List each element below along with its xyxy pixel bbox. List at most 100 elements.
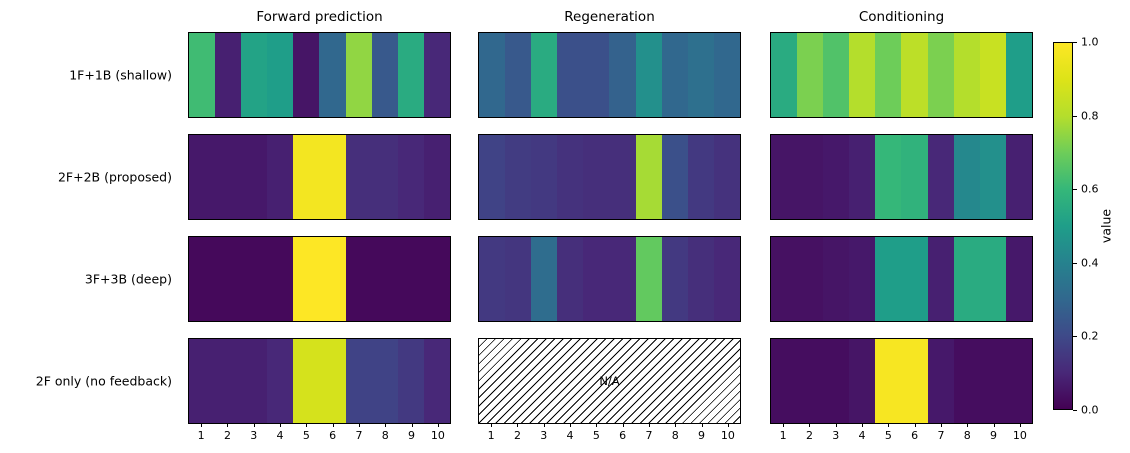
heatmap-cell xyxy=(713,135,740,219)
x-tick-mark xyxy=(517,424,519,427)
heatmap-cell xyxy=(293,237,320,321)
x-tick-mark xyxy=(701,424,703,427)
heatmap-cell xyxy=(661,237,688,321)
heatmap-cell xyxy=(397,339,424,423)
colorbar-tick-label: 0.4 xyxy=(1081,256,1099,270)
x-tick-label: 5 xyxy=(592,429,600,442)
x-tick-label: 8 xyxy=(963,429,971,442)
heatmap-cell xyxy=(875,135,902,219)
x-tick-mark xyxy=(570,424,572,427)
x-tick-label: 8 xyxy=(671,429,679,442)
heatmap-cell xyxy=(901,135,928,219)
x-tick-mark xyxy=(358,424,360,427)
heatmap-cell xyxy=(875,237,902,321)
x-tick-label: 3 xyxy=(250,429,258,442)
heatmap-cell xyxy=(479,237,506,321)
heatmap-cell xyxy=(241,237,268,321)
heatmap-cell xyxy=(797,237,824,321)
heatmap-cell xyxy=(849,135,876,219)
x-tick-label: 3 xyxy=(832,429,840,442)
heatmap-panel-regeneration-3f-3b-deep xyxy=(478,236,741,322)
x-tick-mark xyxy=(835,424,837,427)
heatmap-cell xyxy=(319,237,346,321)
heatmap-cell xyxy=(953,135,980,219)
x-tick-label: 6 xyxy=(329,429,337,442)
heatmap-cell xyxy=(635,135,662,219)
na-label: N/A xyxy=(599,374,620,388)
row-label-2f-2b-proposed: 2F+2B (proposed) xyxy=(57,169,172,185)
heatmap-cell xyxy=(215,135,242,219)
heatmap-cell xyxy=(423,135,450,219)
heatmap-cell xyxy=(635,33,662,117)
heatmap-cell xyxy=(267,135,294,219)
heatmap-cell xyxy=(823,33,850,117)
heatmap-panel-conditioning-2f-only-no-feedback xyxy=(770,338,1033,424)
heatmap-cell xyxy=(371,237,398,321)
heatmap-cell xyxy=(215,237,242,321)
heatmap-panel-conditioning-3f-3b-deep xyxy=(770,236,1033,322)
heatmap-cell xyxy=(319,33,346,117)
x-tick-label: 4 xyxy=(566,429,574,442)
x-tick-mark xyxy=(783,424,785,427)
x-tick-mark xyxy=(227,424,229,427)
heatmap-cell xyxy=(423,339,450,423)
heatmap-cell xyxy=(371,135,398,219)
heatmap-cell xyxy=(609,135,636,219)
x-tick-mark xyxy=(940,424,942,427)
heatmap-cell xyxy=(771,237,798,321)
heatmap-cell xyxy=(479,33,506,117)
heatmap-cell xyxy=(875,339,902,423)
x-tick-mark xyxy=(437,424,439,427)
heatmap-cell xyxy=(241,339,268,423)
x-tick-mark xyxy=(675,424,677,427)
heatmap-cell xyxy=(1005,339,1032,423)
heatmap-cell xyxy=(293,33,320,117)
heatmap-cell xyxy=(797,33,824,117)
colorbar-tick-label: 0.2 xyxy=(1081,329,1099,343)
heatmap-cell xyxy=(505,237,532,321)
heatmap-cell xyxy=(583,237,610,321)
column-title-regeneration: Regeneration xyxy=(564,9,655,25)
heatmap-cell xyxy=(609,33,636,117)
row-label-1f-1b-shallow: 1F+1B (shallow) xyxy=(69,67,172,83)
heatmap-cell xyxy=(849,339,876,423)
heatmap-cell xyxy=(241,135,268,219)
x-tick-mark xyxy=(385,424,387,427)
heatmap-cell xyxy=(927,237,954,321)
heatmap-panel-conditioning-2f-2b-proposed xyxy=(770,134,1033,220)
heatmap-cell xyxy=(1005,135,1032,219)
x-tick-label: 7 xyxy=(645,429,653,442)
x-tick-mark xyxy=(727,424,729,427)
x-tick-label: 8 xyxy=(381,429,389,442)
heatmap-cell xyxy=(583,135,610,219)
heatmap-cell xyxy=(901,33,928,117)
x-tick-mark xyxy=(809,424,811,427)
heatmap-panel-forward-prediction-3f-3b-deep xyxy=(188,236,451,322)
x-tick-label: 3 xyxy=(540,429,548,442)
heatmap-cell xyxy=(479,135,506,219)
heatmap-cell xyxy=(797,135,824,219)
x-tick-mark xyxy=(888,424,890,427)
colorbar-tick-mark xyxy=(1073,42,1077,43)
x-tick-label: 6 xyxy=(911,429,919,442)
x-tick-label: 4 xyxy=(276,429,284,442)
x-tick-label: 5 xyxy=(302,429,310,442)
heatmap-cell xyxy=(371,33,398,117)
heatmap-cell xyxy=(849,237,876,321)
x-tick-label: 5 xyxy=(884,429,892,442)
heatmap-cell xyxy=(293,339,320,423)
row-label-2f-only-no-feedback: 2F only (no feedback) xyxy=(35,373,172,389)
x-tick-mark xyxy=(993,424,995,427)
x-tick-mark xyxy=(306,424,308,427)
heatmap-cell xyxy=(875,33,902,117)
heatmap-cell xyxy=(397,135,424,219)
x-tick-label: 9 xyxy=(990,429,998,442)
x-tick-label: 10 xyxy=(720,429,735,442)
x-tick-label: 1 xyxy=(487,429,495,442)
heatmap-cell xyxy=(635,237,662,321)
x-tick-mark xyxy=(622,424,624,427)
heatmap-cell xyxy=(687,237,714,321)
heatmap-cell xyxy=(823,339,850,423)
heatmap-cell xyxy=(531,135,558,219)
